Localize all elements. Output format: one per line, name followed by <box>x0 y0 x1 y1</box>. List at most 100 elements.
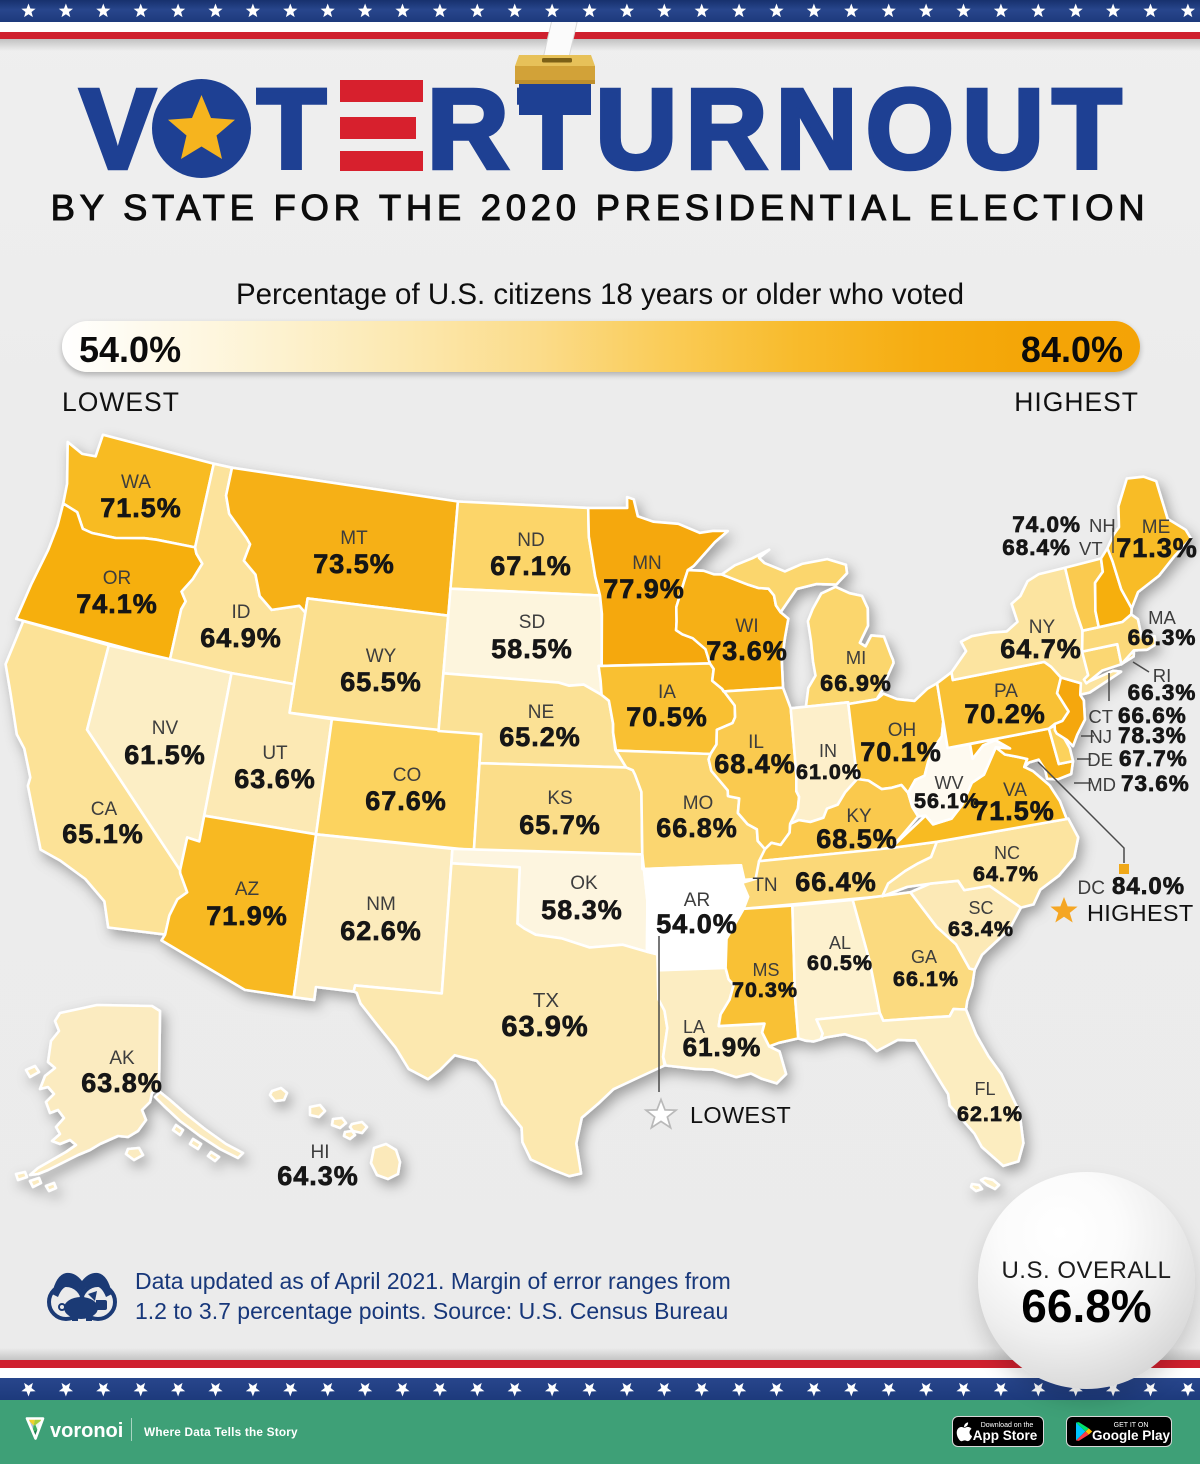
svg-text:AZ: AZ <box>235 879 260 900</box>
svg-text:63.8%: 63.8% <box>81 1068 163 1098</box>
svg-text:MS: MS <box>753 960 780 980</box>
svg-text:PA: PA <box>994 681 1018 702</box>
svg-text:60.5%: 60.5% <box>807 951 873 975</box>
svg-text:CO: CO <box>393 765 422 786</box>
svg-text:77.9%: 77.9% <box>603 574 685 604</box>
svg-text:KY: KY <box>846 806 872 827</box>
svg-text:FL: FL <box>974 1079 995 1099</box>
svg-text:LA: LA <box>683 1017 705 1037</box>
svg-text:NM: NM <box>366 894 396 915</box>
svg-text:ID: ID <box>232 602 251 623</box>
svg-text:ND: ND <box>517 530 544 551</box>
svg-text:65.2%: 65.2% <box>499 722 581 752</box>
svg-text:67.7%: 67.7% <box>1119 746 1188 771</box>
svg-text:73.6%: 73.6% <box>706 636 788 666</box>
svg-text:71.9%: 71.9% <box>206 901 288 931</box>
svg-text:CT: CT <box>1088 706 1113 727</box>
svg-text:67.1%: 67.1% <box>490 551 572 581</box>
svg-text:MA: MA <box>1148 607 1176 628</box>
svg-text:GA: GA <box>911 947 937 967</box>
svg-text:64.7%: 64.7% <box>973 862 1039 886</box>
svg-text:62.1%: 62.1% <box>957 1102 1023 1126</box>
svg-text:WV: WV <box>935 773 964 793</box>
svg-text:WA: WA <box>121 472 151 493</box>
svg-text:70.1%: 70.1% <box>860 737 942 767</box>
svg-text:NJ: NJ <box>1089 726 1112 747</box>
svg-text:RI: RI <box>1153 665 1172 686</box>
svg-text:58.5%: 58.5% <box>491 634 573 664</box>
svg-text:KS: KS <box>547 788 572 809</box>
svg-text:61.5%: 61.5% <box>124 740 206 770</box>
svg-text:74.1%: 74.1% <box>76 589 158 619</box>
svg-text:71.3%: 71.3% <box>1116 533 1198 563</box>
svg-text:OH: OH <box>888 720 917 741</box>
svg-text:NV: NV <box>152 718 179 739</box>
svg-text:56.1%: 56.1% <box>914 789 980 813</box>
svg-text:SD: SD <box>519 612 545 633</box>
svg-text:66.9%: 66.9% <box>820 670 892 696</box>
svg-text:61.9%: 61.9% <box>683 1032 762 1062</box>
svg-text:HIGHEST: HIGHEST <box>1087 900 1194 926</box>
svg-text:IN: IN <box>819 741 837 761</box>
svg-text:73.6%: 73.6% <box>1121 771 1190 796</box>
svg-text:Google Play: Google Play <box>1092 1428 1171 1443</box>
svg-text:VT: VT <box>1079 538 1103 559</box>
svg-text:70.3%: 70.3% <box>732 978 798 1002</box>
svg-text:65.1%: 65.1% <box>62 819 144 849</box>
svg-text:App Store: App Store <box>973 1428 1038 1443</box>
svg-text:HI: HI <box>311 1142 330 1163</box>
svg-text:70.2%: 70.2% <box>964 699 1046 729</box>
svg-text:TN: TN <box>752 875 777 896</box>
svg-text:UT: UT <box>262 743 288 764</box>
svg-text:66.4%: 66.4% <box>795 867 877 897</box>
svg-text:64.3%: 64.3% <box>277 1161 359 1191</box>
svg-text:MN: MN <box>632 553 662 574</box>
svg-text:63.9%: 63.9% <box>501 1011 588 1043</box>
svg-text:Download on the: Download on the <box>981 1422 1034 1429</box>
svg-text:OK: OK <box>570 873 598 894</box>
svg-text:MO: MO <box>683 793 714 814</box>
svg-text:64.7%: 64.7% <box>1000 634 1082 664</box>
svg-text:68.5%: 68.5% <box>816 824 898 854</box>
svg-text:71.5%: 71.5% <box>973 796 1055 826</box>
svg-text:AL: AL <box>829 933 851 953</box>
svg-text:AR: AR <box>684 890 710 911</box>
svg-text:DE: DE <box>1087 749 1113 770</box>
svg-text:74.0%: 74.0% <box>1012 512 1081 537</box>
svg-text:VA: VA <box>1003 780 1027 801</box>
svg-text:NY: NY <box>1029 617 1056 638</box>
svg-text:GET IT ON: GET IT ON <box>1114 1422 1149 1429</box>
svg-text:NC: NC <box>994 843 1020 863</box>
svg-text:65.5%: 65.5% <box>340 667 422 697</box>
svg-text:DC: DC <box>1078 878 1105 899</box>
svg-text:TX: TX <box>533 989 560 1012</box>
svg-text:NH: NH <box>1089 515 1116 536</box>
svg-text:61.0%: 61.0% <box>796 760 862 784</box>
svg-text:58.3%: 58.3% <box>541 895 623 925</box>
svg-text:66.8%: 66.8% <box>656 813 738 843</box>
svg-text:71.5%: 71.5% <box>100 493 182 523</box>
svg-text:CA: CA <box>91 799 118 820</box>
svg-text:OR: OR <box>103 568 132 589</box>
svg-text:68.4%: 68.4% <box>1002 535 1071 560</box>
svg-text:63.6%: 63.6% <box>234 764 316 794</box>
svg-text:70.5%: 70.5% <box>626 702 708 732</box>
svg-text:66.3%: 66.3% <box>1128 680 1197 705</box>
svg-text:66.6%: 66.6% <box>1118 703 1187 728</box>
svg-text:WY: WY <box>366 646 397 667</box>
svg-text:IL: IL <box>748 732 764 753</box>
svg-text:WI: WI <box>735 616 758 637</box>
svg-text:ME: ME <box>1142 517 1171 538</box>
svg-text:54.0%: 54.0% <box>656 909 738 939</box>
svg-text:78.3%: 78.3% <box>1118 723 1187 748</box>
svg-text:IA: IA <box>658 682 676 703</box>
svg-text:MI: MI <box>846 647 867 668</box>
svg-text:73.5%: 73.5% <box>313 549 395 579</box>
svg-text:67.6%: 67.6% <box>365 786 447 816</box>
svg-text:AK: AK <box>109 1048 135 1069</box>
svg-text:MD: MD <box>1087 774 1116 795</box>
svg-text:64.9%: 64.9% <box>200 623 282 653</box>
svg-text:68.4%: 68.4% <box>714 749 796 779</box>
svg-text:NE: NE <box>528 702 554 723</box>
svg-text:66.3%: 66.3% <box>1128 625 1197 650</box>
